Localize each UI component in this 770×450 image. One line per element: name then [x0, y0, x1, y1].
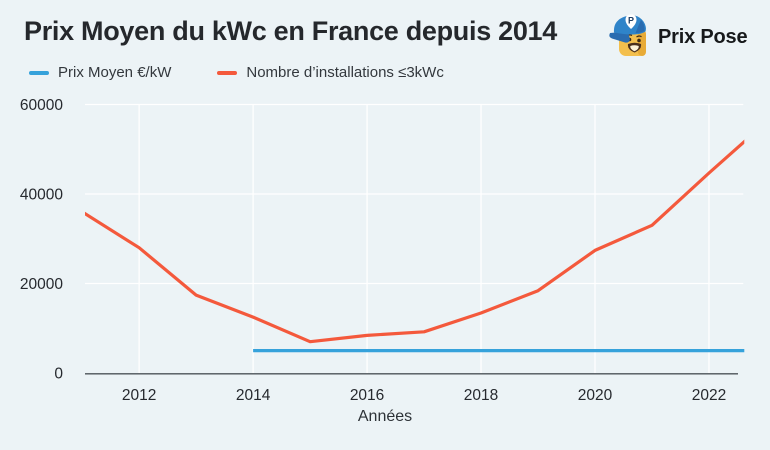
- x-tick-label: 2014: [236, 387, 271, 404]
- brand: P Prix Pose: [608, 11, 748, 58]
- x-tick-label: 2012: [122, 387, 156, 404]
- x-tick-label: 2020: [578, 387, 613, 404]
- x-tick-label: 2022: [692, 387, 726, 404]
- legend-label-prix-moyen: Prix Moyen €/kW: [58, 64, 172, 81]
- prix-pose-logo-icon: P: [609, 14, 646, 56]
- x-axis-title: Années: [357, 408, 413, 425]
- logo-pin: [625, 14, 637, 29]
- logo-cap-side: [635, 20, 645, 34]
- series-line: [85, 139, 745, 344]
- legend: Prix Moyen €/kW Nombre d’installations ≤…: [29, 64, 444, 81]
- x-tick-label: 2018: [464, 387, 498, 404]
- series-group: [85, 139, 745, 353]
- legend-label-installations: Nombre d’installations ≤3kWc: [246, 64, 444, 81]
- y-tick-label: 60000: [20, 97, 63, 114]
- legend-marker-orange: [217, 70, 238, 75]
- legend-item-prix-moyen[interactable]: Prix Moyen €/kW: [29, 64, 171, 81]
- logo-mouth: [630, 45, 639, 52]
- x-tick-label: 2016: [350, 387, 384, 404]
- logo-brow-right: [636, 35, 642, 38]
- legend-marker-blue: [29, 70, 49, 75]
- y-tick-label: 0: [54, 366, 63, 383]
- y-tick-label: 20000: [20, 276, 63, 293]
- logo-cap-brim: [609, 31, 630, 43]
- chart-title: Prix Moyen du kWc en France depuis 2014: [24, 16, 557, 46]
- logo-eye-right: [637, 38, 641, 43]
- legend-item-installations[interactable]: Nombre d’installations ≤3kWc: [217, 64, 444, 81]
- logo-pin-letter: P: [628, 16, 634, 26]
- brand-name: Prix Pose: [658, 26, 748, 48]
- y-tick-label: 40000: [20, 187, 63, 204]
